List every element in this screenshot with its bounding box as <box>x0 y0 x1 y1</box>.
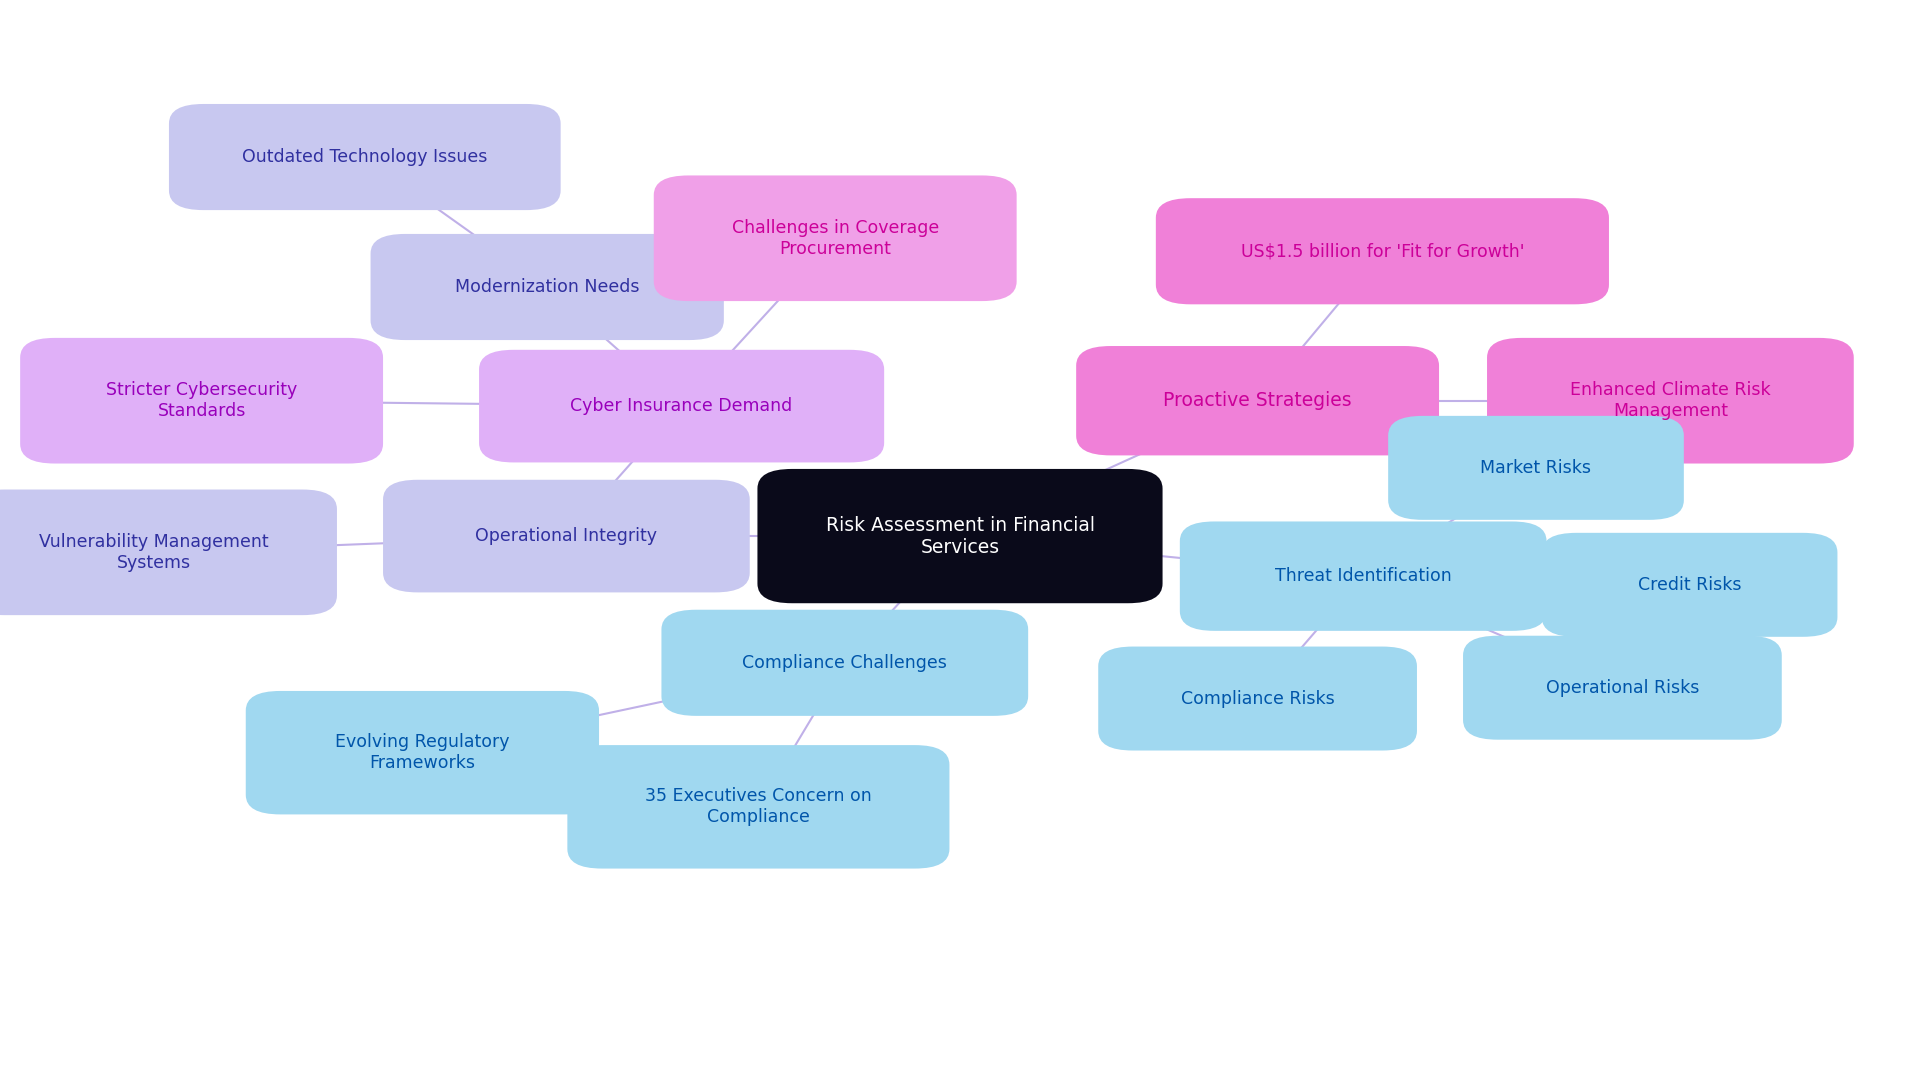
Text: Risk Assessment in Financial
Services: Risk Assessment in Financial Services <box>826 516 1094 557</box>
FancyBboxPatch shape <box>478 350 883 462</box>
FancyBboxPatch shape <box>1388 416 1684 520</box>
FancyBboxPatch shape <box>1179 522 1546 630</box>
Text: Operational Integrity: Operational Integrity <box>476 527 657 545</box>
Text: Evolving Regulatory
Frameworks: Evolving Regulatory Frameworks <box>336 733 509 772</box>
Text: Operational Risks: Operational Risks <box>1546 679 1699 696</box>
Text: Outdated Technology Issues: Outdated Technology Issues <box>242 148 488 166</box>
Text: Compliance Risks: Compliance Risks <box>1181 690 1334 707</box>
Text: 35 Executives Concern on
Compliance: 35 Executives Concern on Compliance <box>645 787 872 826</box>
Text: Proactive Strategies: Proactive Strategies <box>1164 391 1352 410</box>
Text: Market Risks: Market Risks <box>1480 459 1592 477</box>
Text: Vulnerability Management
Systems: Vulnerability Management Systems <box>38 533 269 572</box>
FancyBboxPatch shape <box>0 490 338 615</box>
Text: Threat Identification: Threat Identification <box>1275 567 1452 585</box>
FancyBboxPatch shape <box>1075 347 1440 455</box>
FancyBboxPatch shape <box>1463 636 1782 740</box>
Text: US$1.5 billion for 'Fit for Growth': US$1.5 billion for 'Fit for Growth' <box>1240 243 1524 260</box>
FancyBboxPatch shape <box>1156 198 1609 304</box>
FancyBboxPatch shape <box>1542 533 1837 637</box>
Text: Challenges in Coverage
Procurement: Challenges in Coverage Procurement <box>732 219 939 258</box>
FancyBboxPatch shape <box>660 610 1027 716</box>
FancyBboxPatch shape <box>169 104 561 210</box>
Text: Stricter Cybersecurity
Standards: Stricter Cybersecurity Standards <box>106 381 298 420</box>
FancyBboxPatch shape <box>653 175 1018 301</box>
FancyBboxPatch shape <box>756 469 1162 603</box>
FancyBboxPatch shape <box>1098 647 1417 751</box>
Text: Credit Risks: Credit Risks <box>1638 576 1741 593</box>
Text: Cyber Insurance Demand: Cyber Insurance Demand <box>570 397 793 415</box>
FancyBboxPatch shape <box>1486 338 1855 464</box>
FancyBboxPatch shape <box>19 338 384 464</box>
Text: Modernization Needs: Modernization Needs <box>455 278 639 296</box>
FancyBboxPatch shape <box>568 745 948 869</box>
Text: Enhanced Climate Risk
Management: Enhanced Climate Risk Management <box>1571 381 1770 420</box>
Text: Compliance Challenges: Compliance Challenges <box>743 654 947 671</box>
FancyBboxPatch shape <box>246 691 599 814</box>
FancyBboxPatch shape <box>382 480 749 592</box>
FancyBboxPatch shape <box>371 234 724 340</box>
